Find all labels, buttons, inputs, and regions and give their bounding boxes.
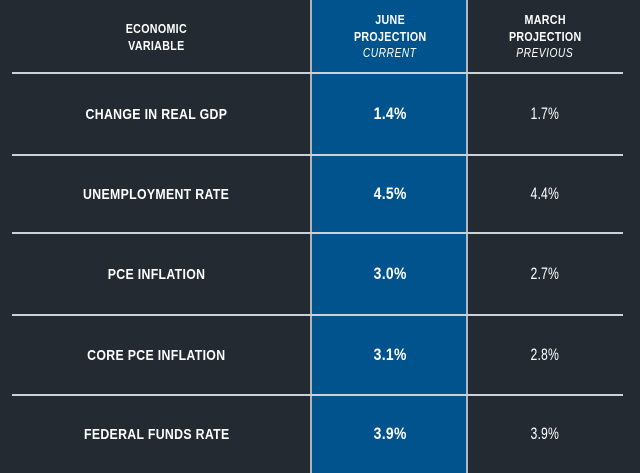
june-value-cell: 3.0% bbox=[313, 233, 467, 315]
june-value: 3.1% bbox=[373, 345, 407, 364]
table-row-core-pce-inflation: CORE PCE INFLATION 3.1% 2.8% bbox=[0, 315, 640, 395]
row-separator bbox=[12, 314, 623, 316]
march-value: 2.8% bbox=[530, 345, 560, 364]
header-june-line1: JUNE bbox=[375, 12, 405, 27]
row-separator bbox=[12, 232, 623, 234]
june-value: 1.4% bbox=[373, 104, 407, 123]
column-divider-left bbox=[310, 0, 312, 473]
june-value-cell: 3.9% bbox=[313, 395, 467, 473]
march-value: 3.9% bbox=[530, 424, 560, 443]
column-divider-right bbox=[466, 0, 468, 473]
variable-label: PCE INFLATION bbox=[107, 265, 206, 283]
june-value: 3.9% bbox=[373, 424, 407, 443]
march-value: 1.7% bbox=[530, 104, 560, 123]
header-march-subtitle: PREVIOUS bbox=[516, 46, 574, 60]
june-value-cell: 1.4% bbox=[313, 73, 467, 155]
header-june-projection: JUNE PROJECTION CURRENT bbox=[313, 0, 467, 73]
variable-cell: PCE INFLATION bbox=[0, 233, 313, 315]
header-economic-variable: ECONOMIC VARIABLE bbox=[0, 0, 313, 73]
march-value-cell: 1.7% bbox=[467, 73, 623, 155]
header-june-subtitle: CURRENT bbox=[363, 46, 417, 60]
variable-label: FEDERAL FUNDS RATE bbox=[83, 425, 230, 443]
june-value: 3.0% bbox=[373, 264, 407, 283]
header-march-line2: PROJECTION bbox=[508, 29, 582, 44]
variable-label: UNEMPLOYMENT RATE bbox=[83, 185, 230, 203]
variable-cell: CORE PCE INFLATION bbox=[0, 315, 313, 395]
header-economic-line1: ECONOMIC bbox=[125, 20, 188, 36]
header-row: ECONOMIC VARIABLE JUNE PROJECTION CURREN… bbox=[0, 0, 640, 73]
variable-label: CORE PCE INFLATION bbox=[87, 346, 226, 364]
june-value-cell: 4.5% bbox=[313, 155, 467, 233]
variable-cell: CHANGE IN REAL GDP bbox=[0, 73, 313, 155]
row-separator bbox=[12, 394, 623, 396]
table-row-unemployment-rate: UNEMPLOYMENT RATE 4.5% 4.4% bbox=[0, 155, 640, 233]
variable-cell: FEDERAL FUNDS RATE bbox=[0, 395, 313, 473]
row-separator bbox=[12, 154, 623, 156]
june-value: 4.5% bbox=[373, 184, 407, 203]
row-separator bbox=[12, 72, 623, 74]
june-value-cell: 3.1% bbox=[313, 315, 467, 395]
table-row-change-in-real-gdp: CHANGE IN REAL GDP 1.4% 1.7% bbox=[0, 73, 640, 155]
variable-cell: UNEMPLOYMENT RATE bbox=[0, 155, 313, 233]
variable-label: CHANGE IN REAL GDP bbox=[85, 105, 228, 123]
march-value: 4.4% bbox=[530, 184, 560, 203]
header-march-line1: MARCH bbox=[524, 12, 566, 27]
march-value-cell: 3.9% bbox=[467, 395, 623, 473]
march-value: 2.7% bbox=[530, 264, 560, 283]
march-value-cell: 2.8% bbox=[467, 315, 623, 395]
header-economic-line2: VARIABLE bbox=[128, 37, 185, 53]
header-march-projection: MARCH PROJECTION PREVIOUS bbox=[467, 0, 623, 73]
table-row-pce-inflation: PCE INFLATION 3.0% 2.7% bbox=[0, 233, 640, 315]
march-value-cell: 4.4% bbox=[467, 155, 623, 233]
march-value-cell: 2.7% bbox=[467, 233, 623, 315]
table-row-federal-funds-rate: FEDERAL FUNDS RATE 3.9% 3.9% bbox=[0, 395, 640, 473]
header-june-line2: PROJECTION bbox=[353, 29, 427, 44]
